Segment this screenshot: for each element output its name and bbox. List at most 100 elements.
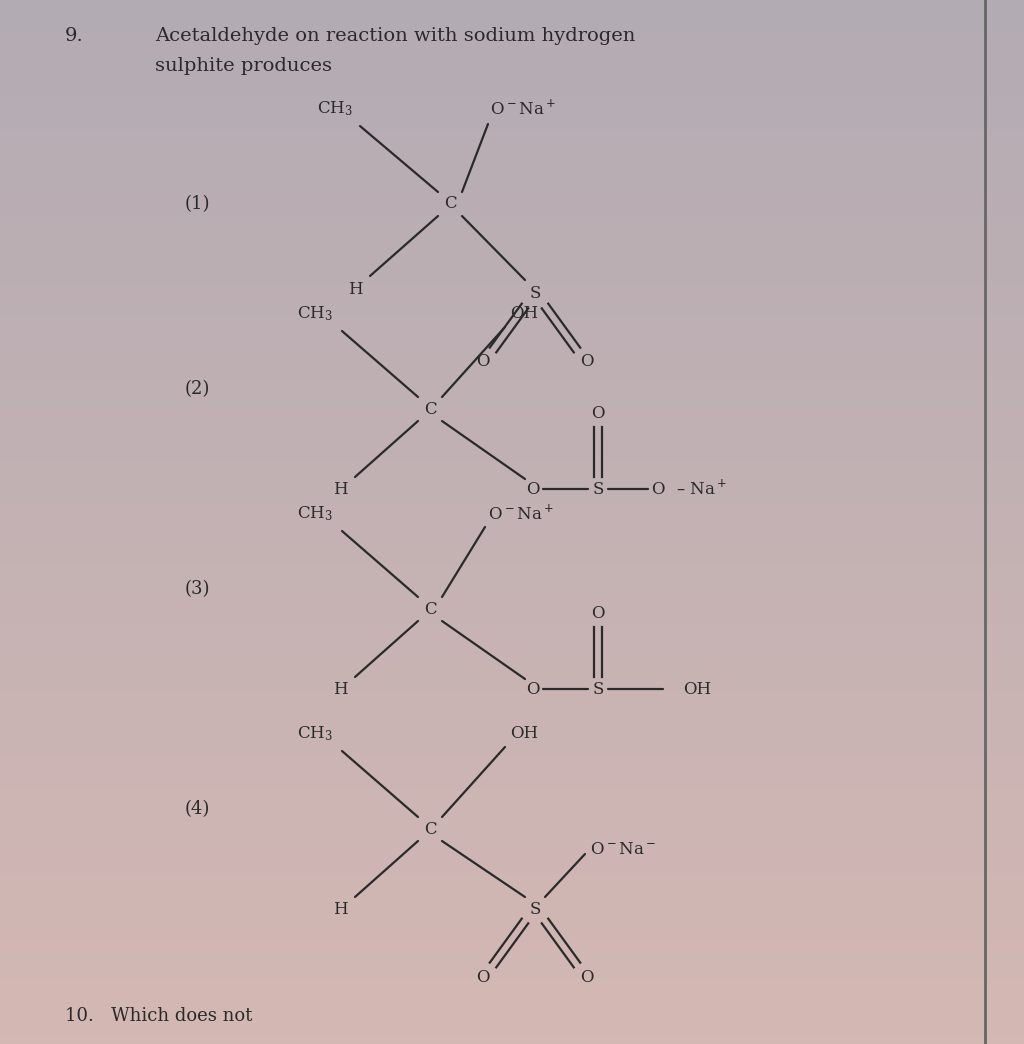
Bar	[0, 161, 1024, 167]
Bar	[0, 651, 1024, 658]
Bar	[0, 886, 1024, 893]
Bar	[0, 928, 1024, 934]
Bar	[0, 223, 1024, 230]
Bar	[0, 484, 1024, 491]
Bar	[0, 782, 1024, 788]
Bar	[0, 406, 1024, 412]
Text: $\mathregular{CH_3}$: $\mathregular{CH_3}$	[297, 504, 333, 523]
Bar	[0, 150, 1024, 157]
Bar	[0, 975, 1024, 981]
Text: H: H	[333, 681, 347, 697]
Bar	[0, 67, 1024, 73]
Bar	[0, 599, 1024, 606]
Text: O: O	[526, 681, 540, 697]
Bar	[0, 986, 1024, 992]
Bar	[0, 469, 1024, 475]
Bar	[0, 88, 1024, 94]
Bar	[0, 912, 1024, 919]
Bar	[0, 401, 1024, 407]
Bar	[0, 135, 1024, 141]
Bar	[0, 182, 1024, 188]
Bar	[0, 234, 1024, 240]
Bar	[0, 364, 1024, 371]
Bar	[0, 897, 1024, 903]
Bar	[0, 798, 1024, 804]
Text: (3): (3)	[185, 580, 211, 598]
Bar	[0, 902, 1024, 908]
Bar	[0, 996, 1024, 1002]
Bar	[0, 62, 1024, 68]
Bar	[0, 1022, 1024, 1028]
Bar	[0, 1012, 1024, 1018]
Bar	[0, 709, 1024, 715]
Bar	[0, 646, 1024, 652]
Bar	[0, 82, 1024, 89]
Bar	[0, 803, 1024, 809]
Bar	[0, 77, 1024, 84]
Bar	[0, 229, 1024, 235]
Text: $\mathregular{CH_3}$: $\mathregular{CH_3}$	[297, 725, 333, 743]
Text: S: S	[529, 285, 541, 303]
Bar	[0, 302, 1024, 308]
Text: O: O	[591, 405, 605, 423]
Bar	[0, 537, 1024, 543]
Text: O: O	[581, 969, 594, 986]
Bar	[0, 103, 1024, 110]
Bar	[0, 526, 1024, 532]
Bar	[0, 1001, 1024, 1007]
Text: – Na$^+$: – Na$^+$	[676, 479, 727, 499]
Text: C: C	[443, 195, 457, 213]
Bar	[0, 291, 1024, 298]
Bar	[0, 777, 1024, 783]
Text: O: O	[591, 606, 605, 622]
Bar	[0, 683, 1024, 689]
Bar	[0, 949, 1024, 955]
Bar	[0, 766, 1024, 773]
Bar	[0, 437, 1024, 444]
Text: (2): (2)	[185, 380, 210, 398]
Bar	[0, 594, 1024, 600]
Bar	[0, 688, 1024, 694]
Text: O$^-$Na$^-$: O$^-$Na$^-$	[590, 840, 656, 857]
Text: O$^-$Na$^+$: O$^-$Na$^+$	[488, 504, 554, 524]
Text: S: S	[529, 901, 541, 918]
Bar	[0, 531, 1024, 538]
Bar	[0, 892, 1024, 898]
Bar	[0, 678, 1024, 684]
Text: $\mathregular{CH_3}$: $\mathregular{CH_3}$	[297, 305, 333, 324]
Bar	[0, 850, 1024, 856]
Bar	[0, 855, 1024, 861]
Bar	[0, 370, 1024, 376]
Bar	[0, 620, 1024, 626]
Bar	[0, 876, 1024, 882]
Bar	[0, 991, 1024, 997]
Text: sulphite produces: sulphite produces	[155, 57, 332, 75]
Bar	[0, 417, 1024, 423]
Bar	[0, 1038, 1024, 1044]
Bar	[0, 286, 1024, 292]
Bar	[0, 542, 1024, 548]
Bar	[0, 495, 1024, 501]
Bar	[0, 411, 1024, 418]
Bar	[0, 187, 1024, 193]
Bar	[0, 740, 1024, 746]
Bar	[0, 824, 1024, 830]
Bar	[0, 323, 1024, 329]
Bar	[0, 432, 1024, 438]
Bar	[0, 834, 1024, 840]
Bar	[0, 124, 1024, 130]
Bar	[0, 375, 1024, 381]
Bar	[0, 203, 1024, 209]
Text: C: C	[424, 600, 436, 617]
Bar	[0, 317, 1024, 324]
Bar	[0, 1027, 1024, 1034]
Bar	[0, 641, 1024, 647]
Bar	[0, 46, 1024, 52]
Bar	[0, 552, 1024, 559]
Bar	[0, 171, 1024, 177]
Bar	[0, 464, 1024, 470]
Bar	[0, 907, 1024, 914]
Bar	[0, 730, 1024, 736]
Bar	[0, 1017, 1024, 1023]
Bar	[0, 296, 1024, 303]
